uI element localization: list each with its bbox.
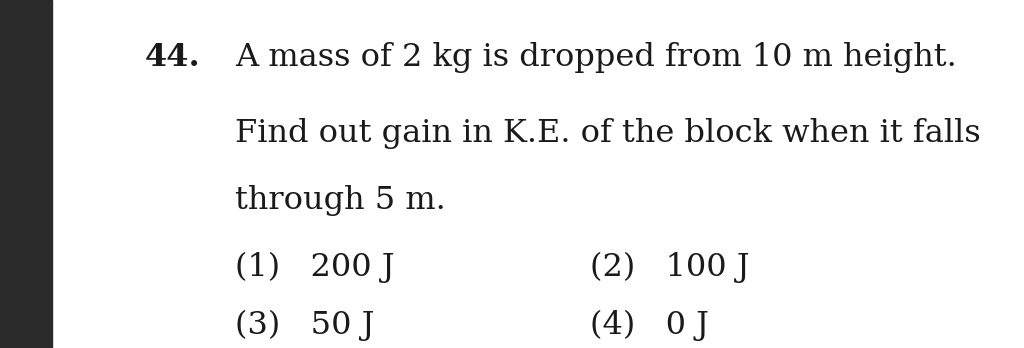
Text: through 5 m.: through 5 m. bbox=[234, 185, 445, 216]
Text: A mass of 2 kg is dropped from 10 m height.: A mass of 2 kg is dropped from 10 m heig… bbox=[234, 42, 956, 73]
Text: (2)   100 J: (2) 100 J bbox=[590, 252, 750, 283]
Text: Find out gain in K.E. of the block when it falls: Find out gain in K.E. of the block when … bbox=[234, 118, 981, 149]
Text: (4)   0 J: (4) 0 J bbox=[590, 310, 709, 341]
Text: 44.: 44. bbox=[145, 42, 201, 73]
Text: (1)   200 J: (1) 200 J bbox=[234, 252, 394, 283]
Text: (3)   50 J: (3) 50 J bbox=[234, 310, 375, 341]
Bar bbox=[0, 0, 52, 348]
